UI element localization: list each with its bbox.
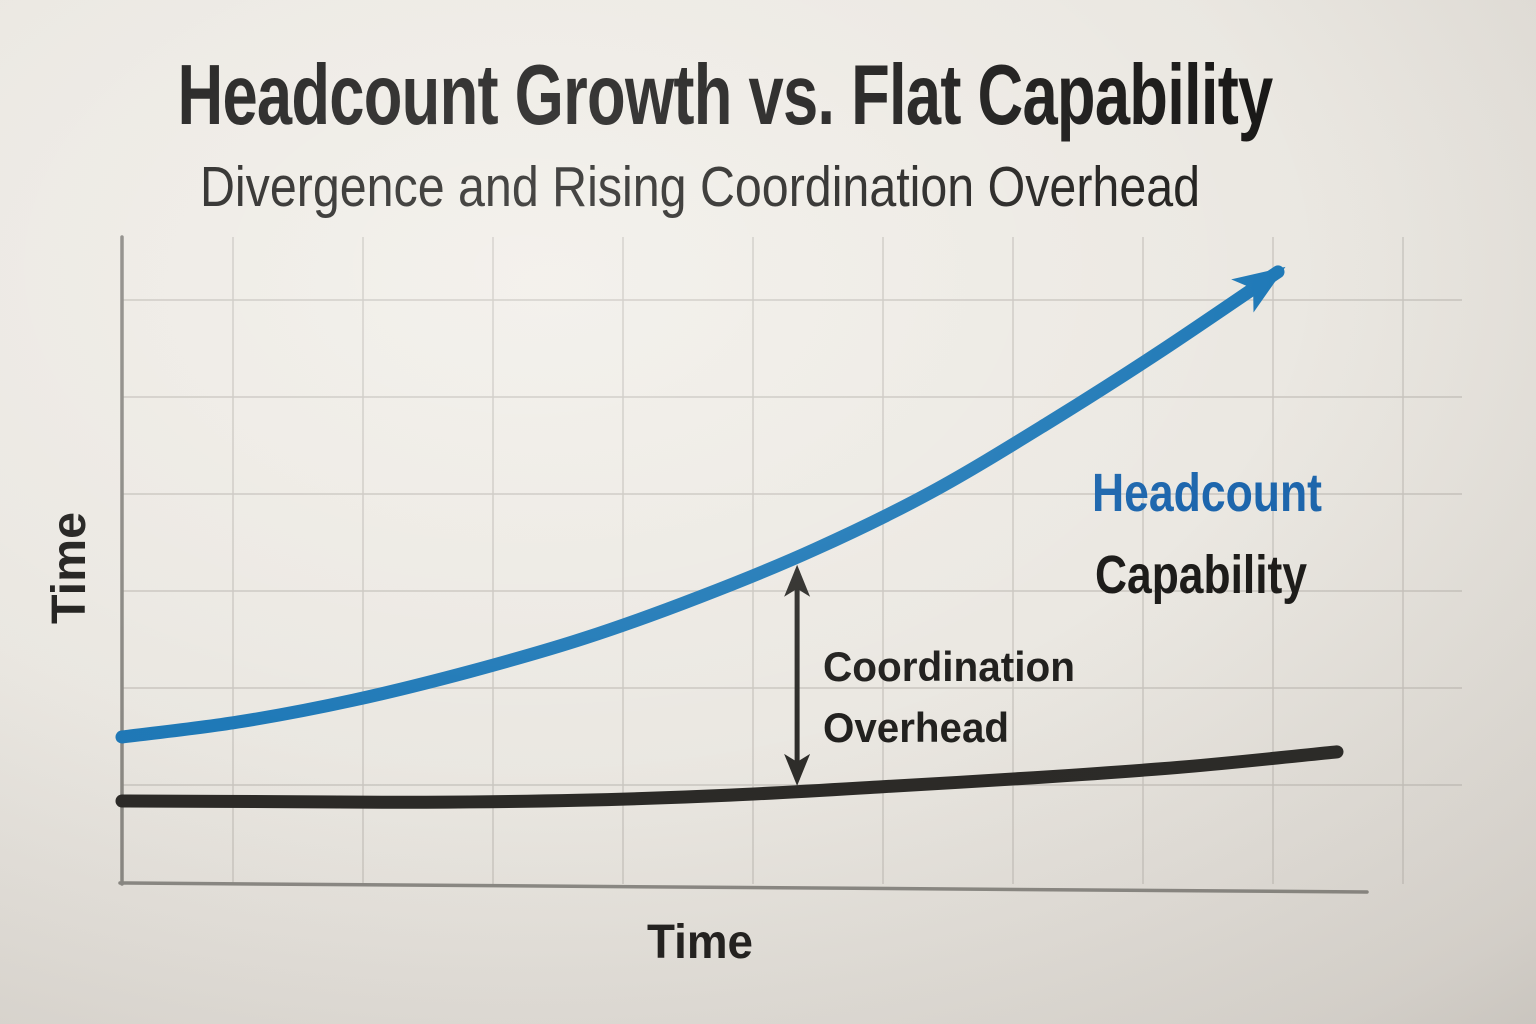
chart-title: Headcount Growth vs. Flat Capability [178,48,1274,143]
capability-line [115,745,1344,809]
x-axis-line [118,881,1369,894]
headcount-series-label: Headcount [1092,463,1322,523]
y-axis-label: Time [43,512,96,624]
x-axis-label: Time [647,916,753,969]
coordination-overhead-label-line1: Coordination [823,643,1075,690]
capability-series-label: Capability [1095,545,1307,605]
coordination-overhead-label-line2: Overhead [823,704,1009,751]
series-layer [115,265,1344,809]
headcount-line [115,265,1286,744]
chart-subtitle: Divergence and Rising Coordination Overh… [200,155,1200,219]
axes-layer [118,235,1369,894]
